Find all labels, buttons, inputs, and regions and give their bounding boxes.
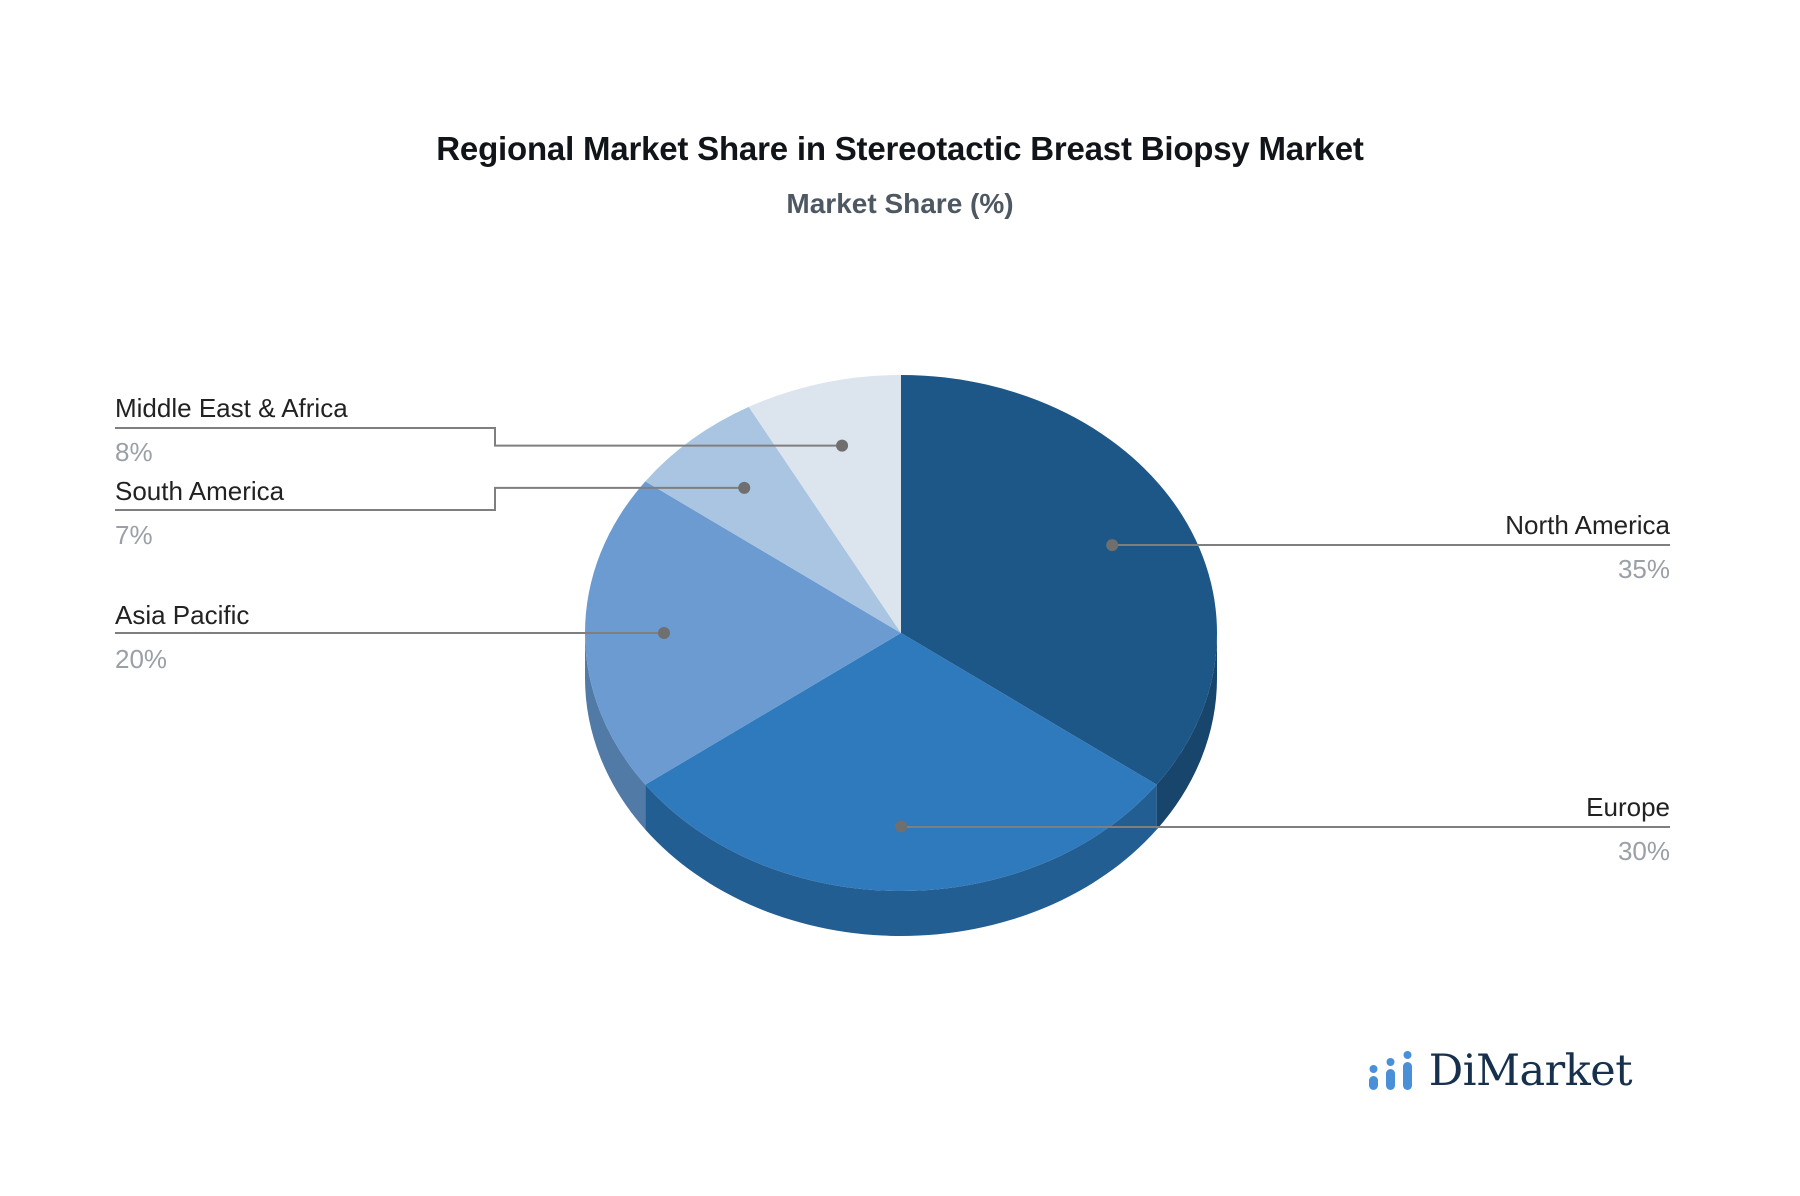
chart-subtitle: Market Share (%) xyxy=(786,188,1014,219)
logo-bar xyxy=(1385,1069,1395,1090)
pie-slice-south-america[interactable] xyxy=(645,406,901,633)
slice-label-pct: 35% xyxy=(1617,554,1670,584)
slice-label-middle-east-africa: Middle East & Africa 8% xyxy=(115,393,348,467)
slice-label-asia-pacific: Asia Pacific 20% xyxy=(115,600,249,674)
slice-label-name: Asia Pacific xyxy=(115,600,250,630)
connector-line-south-america xyxy=(115,486,745,511)
logo-dot xyxy=(1386,1058,1395,1066)
slice-label-name: Europe xyxy=(1586,792,1670,822)
pie-slice-side-europe xyxy=(645,784,1157,937)
logo-bar xyxy=(1368,1076,1378,1090)
pie-slice-north-america[interactable] xyxy=(901,375,1218,785)
slice-label-pct: 7% xyxy=(115,520,153,550)
bar-chart-dots-icon xyxy=(1368,1051,1412,1090)
pie-slice-middle-east-africa[interactable] xyxy=(748,375,901,633)
pie-slice-side-north-america xyxy=(1156,633,1217,830)
connector-dot-north-america xyxy=(1106,539,1119,552)
logo-dot xyxy=(1369,1065,1378,1073)
connector-line-middle-east-africa xyxy=(115,427,843,447)
connector-dot-asia-pacific xyxy=(658,627,670,639)
pie-slice-asia-pacific[interactable] xyxy=(584,481,901,785)
logo-dot xyxy=(1403,1051,1412,1059)
slice-label-pct: 20% xyxy=(115,644,168,674)
slice-label-pct: 8% xyxy=(115,437,153,467)
chart-title: Regional Market Share in Stereotactic Br… xyxy=(436,130,1364,167)
slice-label-name: Middle East & Africa xyxy=(115,393,348,423)
connector-dot-middle-east-africa xyxy=(836,439,849,452)
slice-label-name: North America xyxy=(1505,510,1670,540)
connector-dot-south-america xyxy=(738,481,751,494)
pie-slice-side-asia-pacific xyxy=(585,633,646,830)
slice-label-name: South America xyxy=(115,476,285,506)
slice-label-south-america: South America 7% xyxy=(115,476,284,550)
slice-label-europe: Europe 30% xyxy=(1250,792,1670,866)
logo-bar xyxy=(1402,1062,1412,1090)
dimarket-logo: DiMarket xyxy=(1365,1038,1633,1096)
logo-text: DiMarket xyxy=(1428,1046,1633,1096)
slice-label-north-america: North America 35% xyxy=(1250,510,1670,584)
slice-label-pct: 30% xyxy=(1617,836,1670,866)
connector-dot-europe xyxy=(895,820,907,833)
